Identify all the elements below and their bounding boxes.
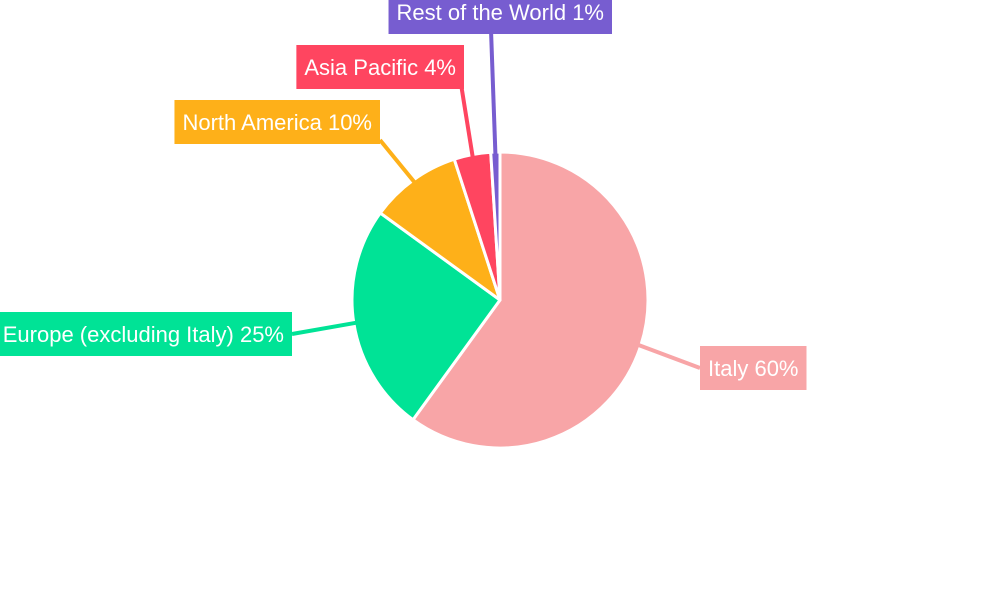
data-label-text: Europe (excluding Italy) 25% [3, 322, 284, 347]
data-label: Rest of the World 1% [388, 0, 612, 34]
leader-line [638, 343, 701, 370]
leader-line [489, 29, 498, 155]
pie-slices [350, 150, 650, 450]
leader-line [459, 83, 475, 157]
data-label: North America 10% [174, 100, 380, 144]
leader-line [378, 138, 416, 184]
data-labels: Italy 60% Europe (excluding Italy) 25% Nor… [0, 0, 807, 390]
data-label: Asia Pacific 4% [296, 45, 464, 89]
data-label-text: North America 10% [182, 110, 372, 135]
leader-lines [291, 29, 701, 370]
data-label-text: Asia Pacific 4% [304, 55, 456, 80]
data-label-box [700, 346, 807, 390]
data-label-box [174, 100, 380, 144]
data-label-box [388, 0, 612, 34]
data-label: Italy 60% [700, 346, 807, 390]
data-label-box [0, 312, 292, 356]
data-label-box [296, 45, 464, 89]
leader-line [291, 320, 357, 336]
data-label-text: Italy 60% [708, 356, 799, 381]
data-label-text: Rest of the World 1% [397, 0, 604, 25]
data-label: Europe (excluding Italy) 25% [0, 312, 292, 356]
